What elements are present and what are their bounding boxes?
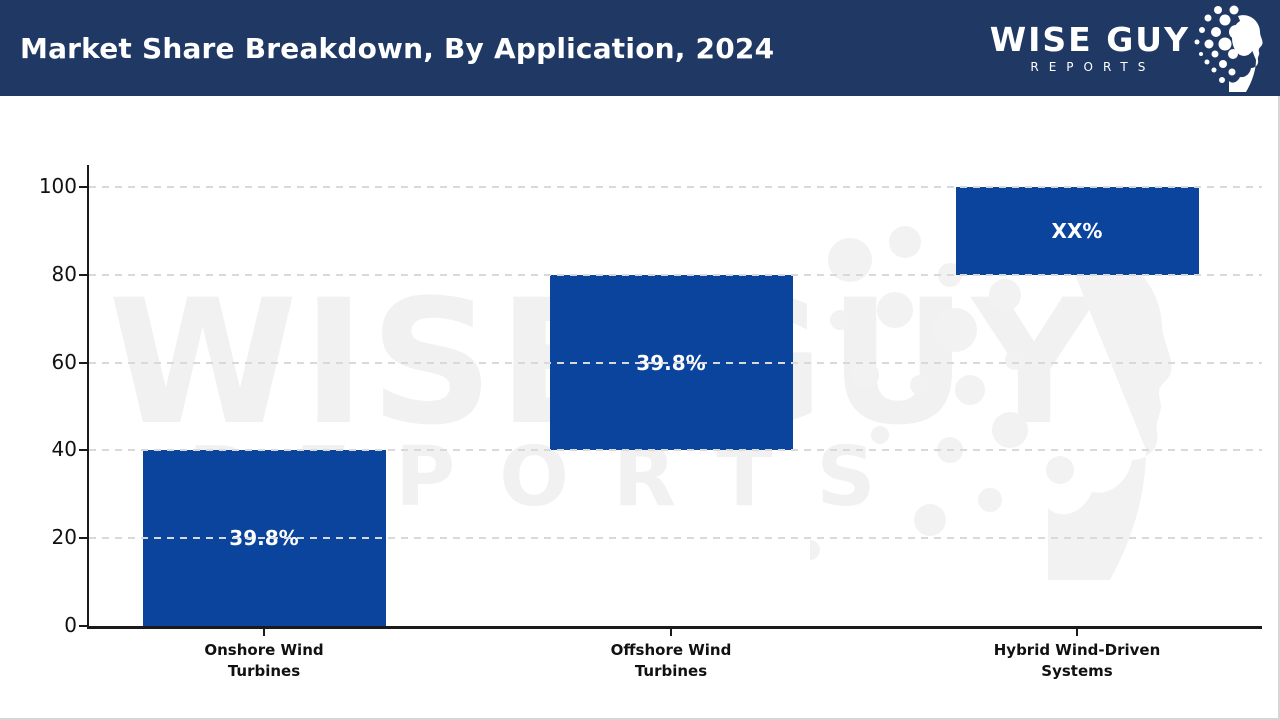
y-tick-label: 20 (51, 525, 77, 550)
x-tick-mark (263, 629, 265, 636)
gridline (89, 186, 1262, 188)
gridline (89, 361, 1262, 364)
gridline (89, 449, 1262, 452)
header-bar: Market Share Breakdown, By Application, … (0, 0, 1280, 96)
y-tick-mark (79, 361, 87, 364)
logo-subtitle: REPORTS (1030, 59, 1156, 74)
bar: XX% (955, 187, 1199, 275)
x-category-label: Onshore Wind Turbines (204, 641, 324, 680)
wise-guy-reports-logo: WISE GUY REPORTS (990, 4, 1266, 92)
y-tick-mark (79, 625, 87, 627)
logo-face-icon (1194, 5, 1263, 92)
y-tick-mark (79, 537, 87, 540)
y-tick-label: 100 (38, 174, 77, 198)
y-tick-label: 0 (64, 613, 77, 637)
bar-value-label: XX% (1051, 218, 1103, 243)
x-tick-mark (670, 629, 672, 636)
watermark-face-icon (810, 226, 1172, 580)
y-axis-line (87, 165, 89, 629)
gridline (89, 537, 1262, 540)
y-tick-label: 80 (51, 261, 77, 286)
x-category-label: Offshore Wind Turbines (610, 641, 732, 680)
x-axis-line (87, 626, 1262, 629)
y-tick-mark (79, 273, 87, 276)
x-category-label: Hybrid Wind-Driven Systems (993, 641, 1161, 680)
y-tick-label: 60 (51, 349, 77, 374)
gridline (89, 273, 1262, 276)
y-tick-mark (79, 449, 87, 452)
logo-wordmark: WISE GUY (989, 19, 1190, 59)
y-tick-label: 40 (51, 437, 77, 462)
logo-text: WISE GUY REPORTS (989, 19, 1190, 74)
page-title: Market Share Breakdown, By Application, … (20, 31, 775, 65)
x-tick-mark (1076, 629, 1078, 636)
y-tick-mark (79, 186, 87, 188)
